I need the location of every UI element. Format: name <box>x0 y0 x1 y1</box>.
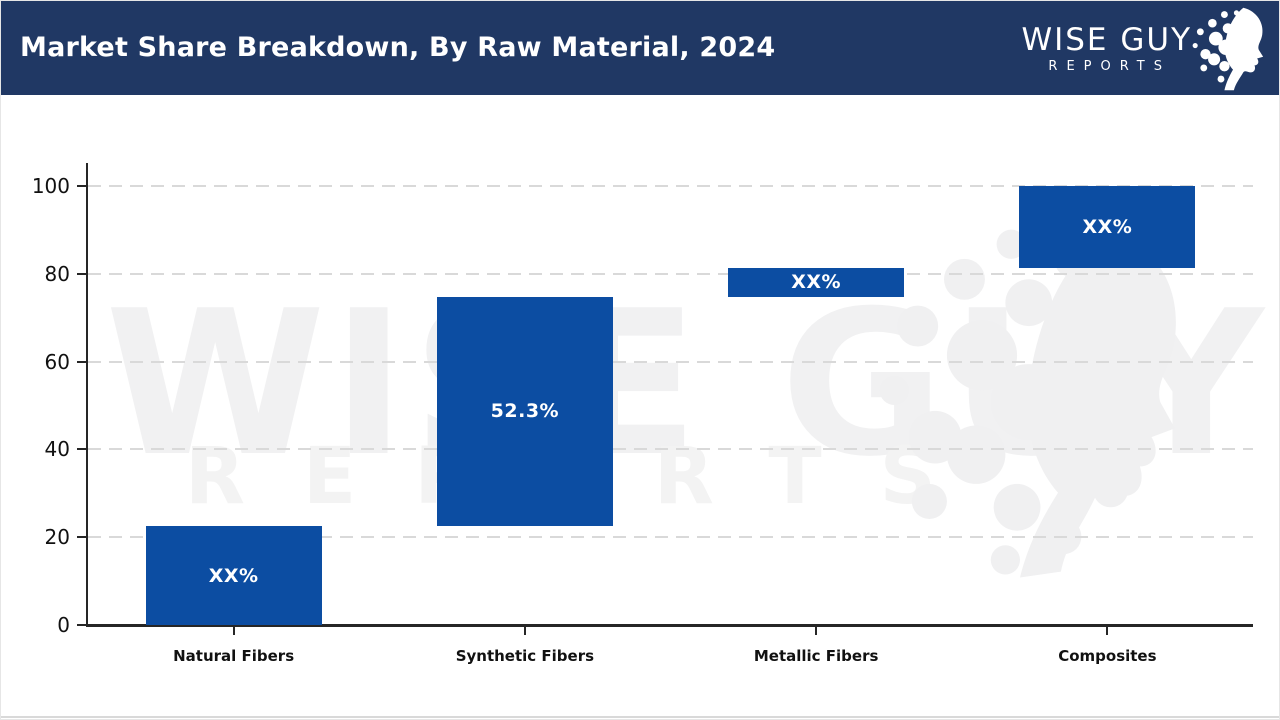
gridline-y-80 <box>88 272 1253 275</box>
logo-text: WISE GUY REPORTS <box>1021 21 1192 74</box>
y-tick-mark <box>77 184 86 187</box>
bar-value-label: XX% <box>208 564 259 587</box>
bar-composites: XX% <box>1019 185 1196 268</box>
bar-natural-fibers: XX% <box>145 526 322 625</box>
y-tick-mark <box>77 360 86 363</box>
bar-metallic-fibers: XX% <box>728 267 905 297</box>
bar-value-label: 52.3% <box>490 400 560 423</box>
gridline-y-60 <box>88 360 1253 363</box>
x-tick-mark <box>1106 627 1109 635</box>
chart-title: Market Share Breakdown, By Raw Material,… <box>20 32 776 63</box>
plot-area: 0 20 40 60 80 100 Natural Fibers Synthetic Fibe… <box>32 163 1253 665</box>
logo-wordmark: WISE GUY <box>1021 21 1192 58</box>
y-tick-label: 80 <box>44 261 70 286</box>
header: Market Share Breakdown, By Raw Material,… <box>0 0 1280 95</box>
watermark-face-dots <box>879 229 1176 578</box>
x-axis-line <box>86 624 1253 627</box>
y-tick-label: 0 <box>57 613 70 637</box>
wise-guy-reports-logo: WISE GUY REPORTS <box>1021 6 1266 92</box>
logo-subtitle: REPORTS <box>1048 58 1172 74</box>
figure-bottom-rule <box>0 716 1280 718</box>
bar-synthetic-fibers: 52.3% <box>436 296 613 527</box>
bar-value-label: XX% <box>791 271 842 294</box>
y-tick-mark <box>77 536 86 539</box>
y-tick-label: 40 <box>44 437 70 462</box>
x-category-label: Synthetic Fibers <box>455 647 595 665</box>
gridline-y-40 <box>88 448 1253 451</box>
y-tick-label: 100 <box>31 173 70 198</box>
x-tick-mark <box>523 627 526 635</box>
x-tick-mark <box>232 627 235 635</box>
logo-face-icon <box>1192 7 1264 90</box>
y-tick-mark <box>77 272 86 275</box>
x-tick-mark <box>815 627 818 635</box>
y-tick-mark <box>77 448 86 451</box>
bar-value-label: XX% <box>1082 215 1133 238</box>
y-tick-mark <box>77 624 86 626</box>
y-axis-line <box>86 163 88 627</box>
x-category-label: Composites <box>1058 647 1157 665</box>
gridline-y-100 <box>88 184 1253 187</box>
y-tick-label: 60 <box>44 349 70 374</box>
x-category-label: Natural Fibers <box>173 647 295 665</box>
gridline-y-20 <box>88 536 1253 539</box>
x-category-label: Metallic Fibers <box>753 647 879 665</box>
y-tick-label: 20 <box>44 525 70 550</box>
